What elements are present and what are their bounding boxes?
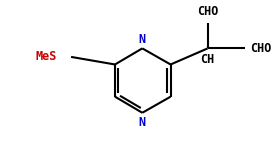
- Text: N: N: [139, 33, 146, 46]
- Text: CHO: CHO: [197, 5, 218, 18]
- Text: CHO: CHO: [250, 42, 271, 55]
- Text: N: N: [139, 116, 146, 129]
- Text: MeS: MeS: [35, 50, 56, 63]
- Text: CH: CH: [201, 53, 215, 66]
